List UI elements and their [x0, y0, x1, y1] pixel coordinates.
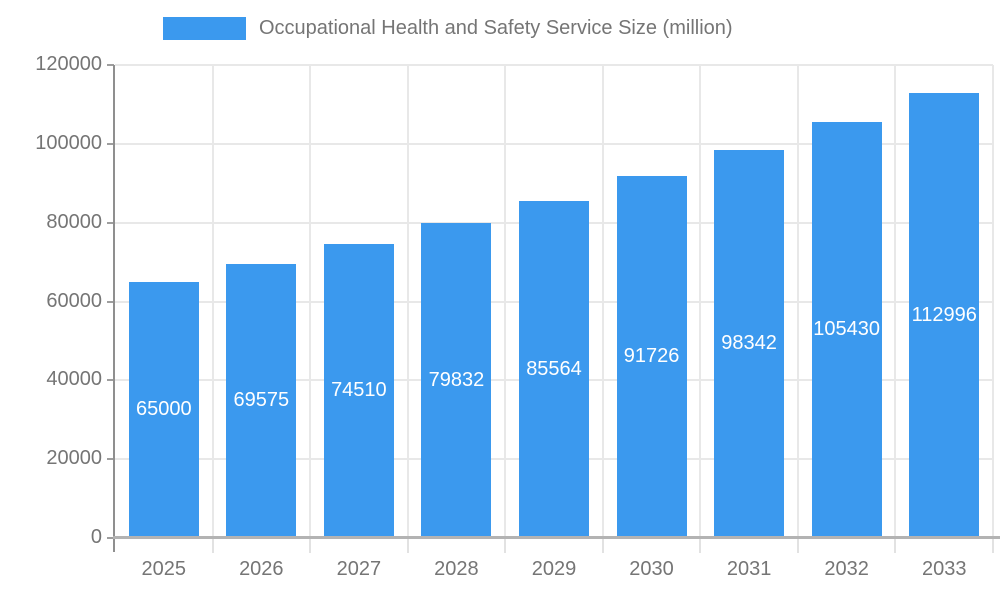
bar[interactable] — [616, 176, 687, 538]
x-axis-tick-label: 2032 — [824, 558, 869, 580]
bar[interactable] — [128, 282, 199, 538]
x-axis-tick-label: 2029 — [531, 558, 577, 580]
bar[interactable] — [714, 150, 785, 538]
y-axis-tick — [107, 142, 114, 145]
bar[interactable] — [323, 244, 394, 538]
x-axis-tick-label: 2025 — [141, 558, 187, 580]
x-axis-tick — [211, 538, 214, 553]
x-axis-tick-label: 2031 — [726, 558, 772, 580]
bar[interactable] — [519, 201, 589, 538]
bar[interactable] — [909, 93, 980, 538]
x-gridline — [504, 65, 507, 538]
y-axis-tick-label: 0 — [90, 526, 102, 548]
y-axis-tick-label: 80000 — [46, 210, 102, 233]
x-axis-tick-label: 2026 — [239, 558, 284, 580]
y-axis-tick-label: 100000 — [35, 131, 102, 154]
x-gridline — [309, 65, 312, 538]
y-axis-tick — [107, 379, 114, 382]
x-axis-tick — [699, 538, 702, 553]
x-axis-tick-label: 2027 — [336, 558, 382, 580]
y-gridline — [115, 142, 993, 145]
x-axis-baseline — [113, 536, 1000, 539]
y-axis-tick — [107, 537, 114, 539]
x-gridline — [406, 65, 409, 538]
bar[interactable] — [811, 122, 882, 538]
x-axis-tick-label: 2028 — [434, 558, 479, 580]
x-axis-tick — [894, 538, 897, 553]
x-axis-tick — [796, 538, 799, 553]
x-axis-tick-label: 2033 — [921, 558, 967, 580]
y-axis-tick-label: 40000 — [46, 368, 102, 391]
y-gridline — [115, 64, 993, 66]
y-axis-tick — [107, 64, 114, 66]
x-gridline — [894, 65, 897, 538]
x-gridline — [992, 65, 994, 538]
x-gridline — [601, 65, 604, 538]
x-axis-tick — [992, 538, 994, 553]
x-gridline — [796, 65, 799, 538]
y-axis-tick-label: 60000 — [46, 289, 102, 312]
x-axis-tick — [406, 538, 409, 553]
x-axis-tick-label: 2030 — [629, 558, 674, 580]
x-axis-tick — [504, 538, 507, 553]
legend-label: Occupational Health and Safety Service S… — [259, 17, 733, 39]
x-axis-tick — [601, 538, 604, 553]
x-gridline — [699, 65, 702, 538]
y-axis-tick-label: 20000 — [46, 447, 102, 470]
y-axis-tick — [107, 300, 114, 303]
y-axis-tick-label: 120000 — [35, 53, 102, 75]
chart-legend[interactable]: Occupational Health and Safety Service S… — [163, 17, 733, 40]
bar[interactable] — [421, 223, 492, 538]
y-axis-tick — [107, 458, 114, 461]
legend-swatch-icon — [163, 17, 246, 40]
x-gridline — [211, 65, 214, 538]
y-axis-tick — [107, 221, 114, 224]
y-axis-line — [113, 65, 115, 552]
bar[interactable] — [226, 264, 297, 538]
x-axis-tick — [309, 538, 312, 553]
